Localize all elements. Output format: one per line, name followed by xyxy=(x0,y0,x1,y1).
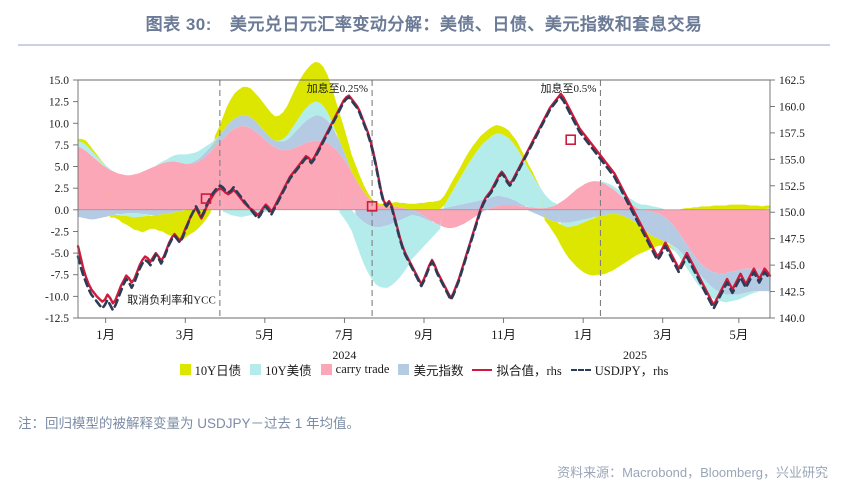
legend-item-4[interactable]: 拟合值，rhs xyxy=(472,360,562,379)
ytick-label-right-4: 152.5 xyxy=(779,181,805,193)
ytick-label-left-4: 5.0 xyxy=(55,162,70,174)
chart-legend: 10Y日债 10Y美债 carry trade 美元指数 拟合值，rhs USDJPY，r… xyxy=(0,360,848,379)
ytick-label-left-3: 7.5 xyxy=(55,140,70,152)
chart-source: 资料来源：Macrobond，Bloomberg，兴业研究 xyxy=(557,465,828,480)
ytick-label-right-3: 155.0 xyxy=(779,154,805,166)
legend-label: 美元指数 xyxy=(413,364,464,378)
legend-swatch-area xyxy=(398,364,410,375)
xtick-label-4: 9月 xyxy=(415,328,434,342)
area-series-carry trade xyxy=(78,125,770,274)
legend-swatch-area xyxy=(320,364,332,375)
xtick-label-8: 5月 xyxy=(729,328,748,342)
xtick-label-1: 3月 xyxy=(176,328,195,342)
xtick-label-7: 3月 xyxy=(653,328,672,342)
ytick-label-left-6: 0.0 xyxy=(55,205,70,217)
ytick-label-right-2: 157.5 xyxy=(779,128,805,140)
annotation-label-2: 加息至0.5% xyxy=(541,81,597,95)
year-label-0: 2024 xyxy=(332,348,356,362)
ytick-label-left-7: -2.5 xyxy=(51,226,69,238)
ytick-label-right-5: 150.0 xyxy=(779,207,805,219)
data-marker-1 xyxy=(366,201,378,212)
data-marker-0 xyxy=(200,193,212,204)
legend-item-3[interactable]: 美元指数 xyxy=(398,360,463,379)
page-title: 图表 30: 美元兑日元汇率变动分解：美债、日债、美元指数和套息交易 xyxy=(0,10,848,35)
legend-item-0[interactable]: 10Y日债 xyxy=(179,360,242,379)
decomposition-chart: 15.0 12.5 10.0 7.5 5.0 2.5 0.0 -2.5 -5.0 -7.5 -10.… xyxy=(45,61,805,362)
ytick-label-right-9: 140.0 xyxy=(779,313,805,325)
legend-swatch-area xyxy=(179,364,191,375)
ytick-label-left-11: -12.5 xyxy=(45,313,69,325)
legend-item-2[interactable]: carry trade xyxy=(320,362,390,377)
ytick-label-left-1: 12.5 xyxy=(49,97,69,109)
ytick-label-left-5: 2.5 xyxy=(55,183,70,195)
legend-label: 10Y美债 xyxy=(265,364,312,378)
data-marker-2 xyxy=(565,134,577,146)
xtick-label-0: 1月 xyxy=(96,328,115,342)
xtick-label-2: 5月 xyxy=(255,328,274,342)
ytick-label-left-8: -5.0 xyxy=(51,248,69,260)
chart-area: 15.0 12.5 10.0 7.5 5.0 2.5 0.0 -2.5 -5.0 -7.5 -10.… xyxy=(0,52,848,382)
legend-item-1[interactable]: 10Y美债 xyxy=(250,360,312,379)
ytick-label-left-2: 10.0 xyxy=(49,118,69,130)
legend-item-5[interactable]: USDJPY，rhs xyxy=(570,360,669,379)
ytick-label-right-6: 147.5 xyxy=(779,234,805,246)
ytick-label-left-0: 15.0 xyxy=(49,75,69,87)
figure-title-text: 美元兑日元汇率变动分解：美债、日债、美元指数和套息交易 xyxy=(229,15,703,34)
chart-note: 注：回归模型的被解释变量为 USDJPY－过去 1 年均值。 xyxy=(18,416,361,431)
xtick-label-3: 7月 xyxy=(335,328,354,342)
legend-label: USDJPY，rhs xyxy=(594,364,669,378)
ytick-label-left-10: -10.0 xyxy=(45,291,69,303)
legend-swatch-line xyxy=(472,368,493,371)
ytick-label-right-7: 145.0 xyxy=(779,260,805,272)
annotation-label-1: 加息至0.25% xyxy=(307,81,368,95)
annotation-label-0: 取消负利率和YCC xyxy=(127,292,216,306)
legend-label: 10Y日债 xyxy=(194,364,242,378)
line-series-USDJPY，rhs xyxy=(76,96,772,312)
ytick-label-right-1: 160.0 xyxy=(779,101,805,113)
legend-label: 拟合值，rhs xyxy=(496,364,562,378)
xtick-label-5: 11月 xyxy=(491,328,516,342)
xtick-label-6: 1月 xyxy=(574,328,593,342)
legend-label: carry trade xyxy=(335,362,390,376)
legend-swatch-area xyxy=(250,364,262,375)
legend-swatch-dashed xyxy=(570,368,591,371)
area-series-10Y日债 xyxy=(78,61,770,276)
year-label-1: 2025 xyxy=(623,348,647,362)
ytick-label-right-0: 162.5 xyxy=(779,75,805,87)
title-divider xyxy=(18,44,830,46)
ytick-label-right-8: 142.5 xyxy=(779,287,805,299)
figure-number: 图表 30: xyxy=(145,15,212,34)
ytick-label-left-9: -7.5 xyxy=(51,270,69,282)
